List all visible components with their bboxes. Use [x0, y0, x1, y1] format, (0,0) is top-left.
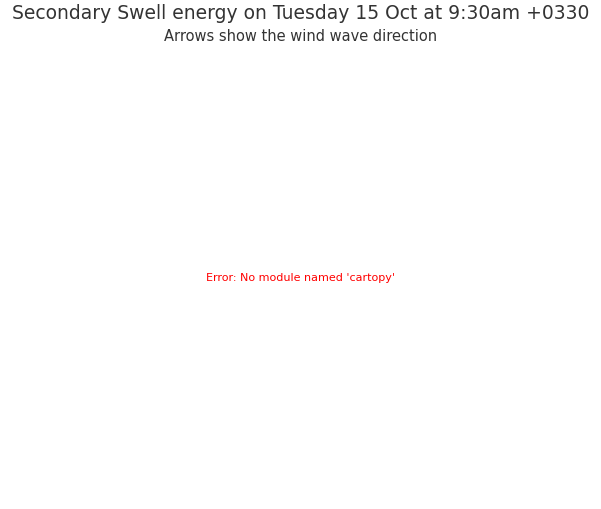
- Text: Error: No module named 'cartopy': Error: No module named 'cartopy': [206, 273, 395, 283]
- Text: Arrows show the wind wave direction: Arrows show the wind wave direction: [164, 29, 437, 44]
- Text: Secondary Swell energy on Tuesday 15 Oct at 9:30am +0330: Secondary Swell energy on Tuesday 15 Oct…: [12, 4, 589, 22]
